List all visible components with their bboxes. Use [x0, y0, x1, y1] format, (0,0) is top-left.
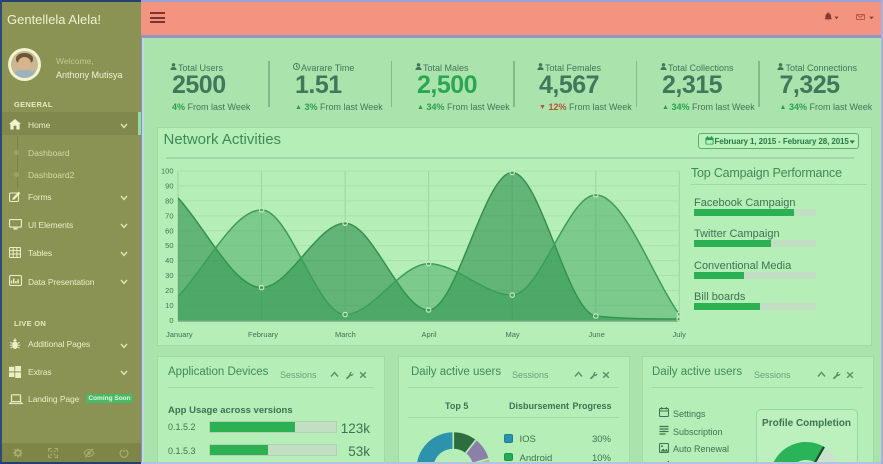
svg-text:10: 10 — [165, 301, 173, 310]
svg-text:April: April — [422, 330, 437, 339]
svg-text:30: 30 — [165, 271, 173, 280]
svg-text:80: 80 — [165, 196, 173, 205]
svg-text:July: July — [673, 330, 687, 339]
svg-text:60: 60 — [165, 226, 173, 235]
svg-text:January: January — [166, 330, 193, 339]
svg-text:February: February — [248, 330, 278, 339]
svg-text:May: May — [506, 330, 520, 339]
svg-text:50: 50 — [165, 241, 173, 250]
svg-text:20: 20 — [165, 286, 173, 295]
svg-text:40: 40 — [165, 256, 173, 265]
svg-text:June: June — [589, 330, 605, 339]
svg-text:70: 70 — [165, 211, 173, 220]
svg-text:90: 90 — [165, 182, 173, 191]
svg-text:March: March — [335, 330, 356, 339]
svg-text:0: 0 — [169, 316, 173, 325]
svg-text:100: 100 — [161, 167, 174, 176]
